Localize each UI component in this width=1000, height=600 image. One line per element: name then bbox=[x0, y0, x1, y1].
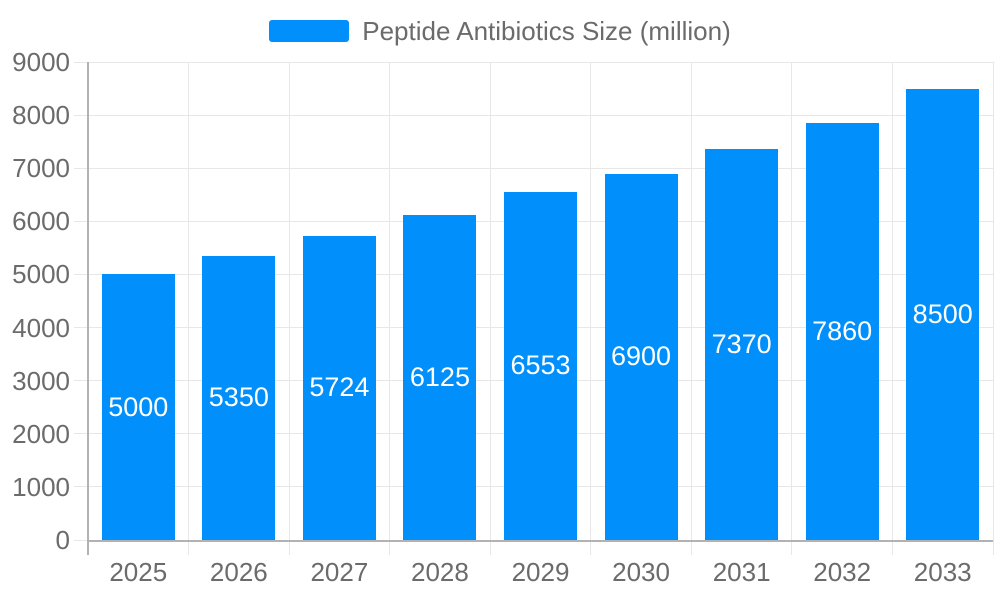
y-axis-label: 2000 bbox=[12, 418, 70, 449]
bar-value-label: 5724 bbox=[309, 372, 370, 403]
gridline-vertical bbox=[188, 62, 190, 555]
bar-value-label: 6900 bbox=[611, 341, 672, 372]
y-axis-label: 9000 bbox=[12, 47, 70, 77]
gridline-vertical bbox=[590, 62, 592, 555]
x-axis-label: 2033 bbox=[913, 557, 972, 587]
gridline-horizontal bbox=[74, 167, 993, 169]
gridline-vertical bbox=[992, 62, 994, 555]
x-axis-label: 2032 bbox=[813, 557, 872, 587]
bar-2030[interactable]: 6900 bbox=[604, 173, 678, 540]
gridline-horizontal bbox=[74, 114, 993, 116]
gridline-vertical bbox=[791, 62, 793, 555]
x-axis-label: 2030 bbox=[612, 557, 670, 587]
bar-2032[interactable]: 7860 bbox=[805, 122, 879, 540]
y-axis-label: 5000 bbox=[12, 259, 70, 290]
bar-2025[interactable]: 5000 bbox=[101, 274, 175, 540]
bar-value-label: 6553 bbox=[510, 350, 571, 381]
y-axis-label: 1000 bbox=[12, 471, 70, 502]
gridline-vertical bbox=[891, 62, 893, 555]
y-axis-label: 0 bbox=[55, 525, 70, 555]
y-axis-label: 6000 bbox=[12, 206, 70, 237]
gridline-horizontal bbox=[74, 61, 993, 63]
gridline-vertical bbox=[389, 62, 391, 555]
x-axis-line bbox=[88, 540, 993, 542]
x-axis-label: 2025 bbox=[109, 557, 168, 587]
x-axis-label: 2031 bbox=[712, 557, 771, 587]
bar-2033[interactable]: 8500 bbox=[906, 88, 980, 540]
gridline-vertical bbox=[489, 62, 491, 555]
x-axis-label: 2029 bbox=[511, 557, 570, 587]
bar-value-label: 6125 bbox=[409, 361, 470, 392]
bar-value-label: 8500 bbox=[912, 298, 973, 329]
bar-value-label: 7370 bbox=[711, 328, 772, 359]
gridline-vertical bbox=[690, 62, 692, 555]
x-axis-label: 2028 bbox=[411, 557, 469, 587]
bar-2026[interactable]: 5350 bbox=[202, 255, 276, 540]
x-axis-label: 2027 bbox=[310, 557, 369, 587]
y-axis-label: 7000 bbox=[12, 153, 70, 184]
bar-value-label: 7860 bbox=[812, 315, 873, 346]
legend-marker-swatch bbox=[269, 20, 350, 42]
y-axis-label: 3000 bbox=[12, 365, 70, 396]
bar-2031[interactable]: 7370 bbox=[705, 148, 779, 540]
legend-item[interactable]: Peptide Antibiotics Size (million) bbox=[0, 18, 1000, 44]
bar-value-label: 5000 bbox=[108, 391, 169, 422]
x-axis-label: 2026 bbox=[209, 557, 268, 587]
gridline-vertical bbox=[288, 62, 290, 555]
legend-label: Peptide Antibiotics Size (million) bbox=[362, 16, 731, 46]
y-axis-label: 4000 bbox=[12, 312, 70, 343]
bar-value-label: 5350 bbox=[208, 382, 269, 413]
y-axis-line bbox=[87, 62, 89, 555]
y-axis-label: 8000 bbox=[12, 100, 70, 131]
bar-2028[interactable]: 6125 bbox=[403, 214, 477, 540]
bar-2027[interactable]: 5724 bbox=[302, 235, 376, 540]
bar-2029[interactable]: 6553 bbox=[504, 191, 577, 540]
